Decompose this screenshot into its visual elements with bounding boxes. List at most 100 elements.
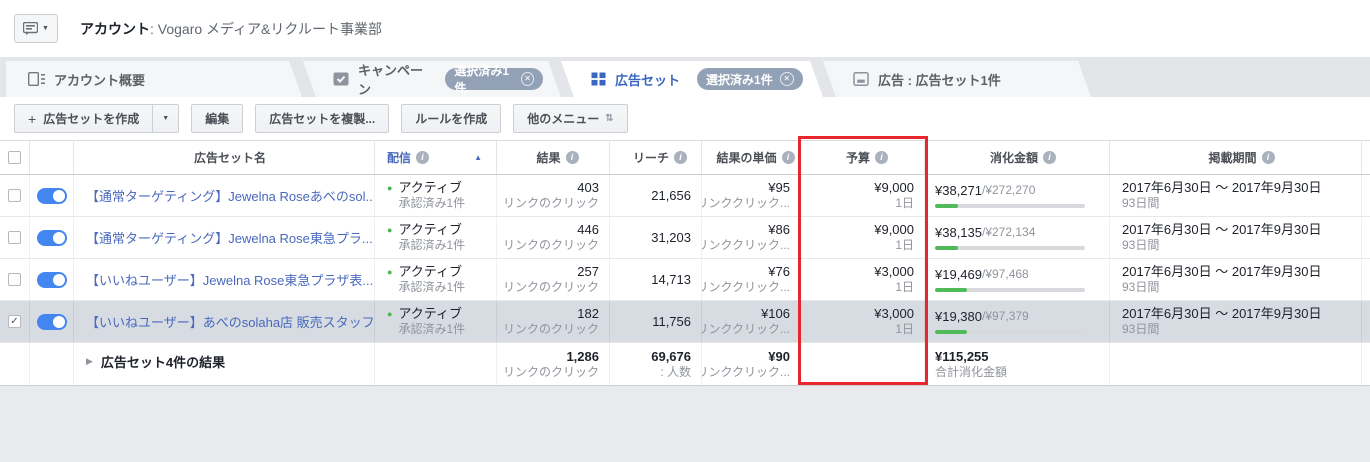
row-checkbox[interactable]: [8, 273, 21, 286]
budget-period: 1日: [895, 280, 914, 294]
checkbox-cell: [0, 217, 30, 258]
row-checkbox[interactable]: [8, 189, 21, 202]
select-all-checkbox[interactable]: [8, 151, 21, 164]
selected-count-label: 選択済み1件: [706, 72, 773, 87]
name-cell: 【いいねユーザー】あべのsolaha店 販売スタッフ: [74, 301, 375, 342]
tab-campaigns[interactable]: キャンペーン 選択済み1件 ✕: [303, 61, 561, 97]
adset-name-link[interactable]: 【いいねユーザー】Jewelna Rose東急プラザ表...: [86, 273, 374, 288]
reach-cell: 21,656: [610, 175, 702, 216]
tab-ads[interactable]: 広告 : 広告セット1件: [823, 61, 1091, 97]
header-label: 結果の単価: [716, 151, 777, 165]
selected-count-badge[interactable]: 選択済み1件 ✕: [445, 68, 543, 90]
row-checkbox[interactable]: ✓: [8, 315, 21, 328]
tab-label: 広告セット: [615, 72, 681, 88]
header-delivery[interactable]: 配信 i ▲: [375, 141, 497, 174]
summary-reach-type: : 人数: [660, 365, 691, 379]
header-schedule[interactable]: 掲載期間 i: [1110, 141, 1362, 174]
more-label: 他のメニュー: [527, 112, 600, 126]
duplicate-adset-button[interactable]: 広告セットを複製...: [255, 104, 390, 133]
delivery-cell: ● アクティブ 承認済み1件: [375, 217, 497, 258]
cost-value: ¥86: [768, 222, 790, 237]
toggle-knob: [52, 231, 65, 244]
status-toggle[interactable]: [36, 187, 67, 204]
budget-value: ¥3,000: [874, 306, 914, 321]
account-name: : Vogaro メディア&リクルート事業部: [150, 20, 382, 37]
info-icon[interactable]: i: [565, 151, 579, 164]
budget-cell: ¥3,000 1日: [801, 301, 925, 342]
spent-cell: ¥19,380/¥97,379: [925, 301, 1110, 342]
info-icon[interactable]: i: [674, 151, 687, 164]
budget-period: 1日: [895, 322, 914, 336]
budget-value: ¥9,000: [874, 180, 914, 195]
toggle-cell: [30, 217, 74, 258]
info-icon[interactable]: i: [1261, 151, 1275, 164]
clear-selection-icon[interactable]: ✕: [521, 72, 534, 86]
results-type: リンクのクリック: [502, 238, 599, 252]
account-switcher-button[interactable]: ▼: [14, 14, 58, 43]
clear-selection-icon[interactable]: ✕: [780, 72, 794, 86]
adset-name-link[interactable]: 【いいねユーザー】あべのsolaha店 販売スタッフ: [86, 315, 375, 330]
summary-results: 1,286: [566, 349, 599, 364]
row-spacer: [1362, 301, 1370, 342]
create-adset-dropdown[interactable]: ▼: [153, 104, 180, 133]
caret-down-icon: ▼: [162, 115, 170, 122]
header-label: 結果: [536, 151, 561, 165]
status-toggle[interactable]: [36, 313, 67, 330]
row-checkbox[interactable]: [8, 231, 21, 244]
header-adset-name[interactable]: 広告セット名: [74, 141, 375, 174]
more-menu-button[interactable]: 他のメニュー ⇅: [513, 104, 628, 133]
name-cell: 【通常ターゲティング】Jewelna Rose東急プラ...: [74, 217, 375, 258]
cost-value: ¥106: [761, 306, 790, 321]
budget-value: ¥9,000: [874, 222, 914, 237]
ad-icon: [853, 72, 869, 86]
results-cell: 257 リンクのクリック: [497, 259, 610, 300]
checkbox-cell: [0, 175, 30, 216]
header-label: リーチ: [632, 151, 669, 165]
toggle-cell: [30, 259, 74, 300]
spent-total: /¥272,134: [982, 225, 1036, 239]
tab-label: キャンペーン: [358, 63, 424, 97]
create-rule-button[interactable]: ルールを作成: [401, 104, 502, 133]
summary-spacer: [1362, 343, 1370, 385]
header-label: 消化金額: [989, 151, 1038, 165]
account-label: アカウント: [80, 20, 150, 37]
summary-cost: ¥90: [768, 349, 790, 364]
results-type: リンクのクリック: [502, 280, 599, 294]
info-icon[interactable]: i: [875, 151, 888, 164]
info-icon[interactable]: i: [1043, 151, 1056, 164]
info-icon[interactable]: i: [781, 151, 795, 164]
edit-button[interactable]: 編集: [191, 104, 244, 133]
budget-cell: ¥9,000 1日: [801, 217, 925, 258]
reach-value: 11,756: [652, 313, 691, 329]
header-budget[interactable]: 予算 i: [801, 141, 925, 174]
header-amount-spent[interactable]: 消化金額 i: [925, 141, 1110, 174]
summary-spacer: [0, 343, 30, 385]
summary-label: 広告セット4件の結果: [100, 355, 226, 370]
spent-cell: ¥38,271/¥272,270: [925, 175, 1110, 216]
cost-type: リンククリック...: [702, 280, 790, 294]
selected-count-badge[interactable]: 選択済み1件 ✕: [697, 68, 803, 90]
schedule-range: 2017年6月30日 ～ 2017年9月30日: [1122, 264, 1322, 279]
delivery-status: アクティブ: [398, 264, 463, 279]
header-results[interactable]: 結果 i: [497, 141, 610, 174]
adset-name-link[interactable]: 【通常ターゲティング】Jewelna Rose東急プラ...: [86, 231, 373, 246]
tab-adsets[interactable]: 広告セット 選択済み1件 ✕: [561, 61, 823, 97]
header-reach[interactable]: リーチ i: [610, 141, 702, 174]
create-adset-button[interactable]: + 広告セットを作成: [14, 104, 154, 133]
summary-spent: ¥115,255: [935, 349, 989, 364]
status-toggle[interactable]: [36, 229, 67, 246]
results-value: 446: [577, 222, 599, 237]
status-toggle[interactable]: [36, 271, 67, 288]
tab-account-overview[interactable]: アカウント概要: [6, 61, 302, 97]
reach-value: 14,713: [651, 271, 691, 287]
adset-name-link[interactable]: 【通常ターゲティング】Jewelna Roseあべのsol...: [86, 189, 375, 204]
expand-triangle-icon[interactable]: ▶: [86, 356, 93, 366]
tab-label: 広告 : 広告セット1件: [878, 72, 1001, 88]
info-icon[interactable]: i: [416, 151, 430, 164]
header-cost-per-result[interactable]: 結果の単価 i: [702, 141, 801, 174]
name-cell: 【通常ターゲティング】Jewelna Roseあべのsol...: [74, 175, 375, 216]
topbar: ▼ アカウント: Vogaro メディア&リクルート事業部: [0, 0, 1370, 57]
checkbox-cell: [0, 259, 30, 300]
summary-budget-cell: [801, 343, 925, 385]
